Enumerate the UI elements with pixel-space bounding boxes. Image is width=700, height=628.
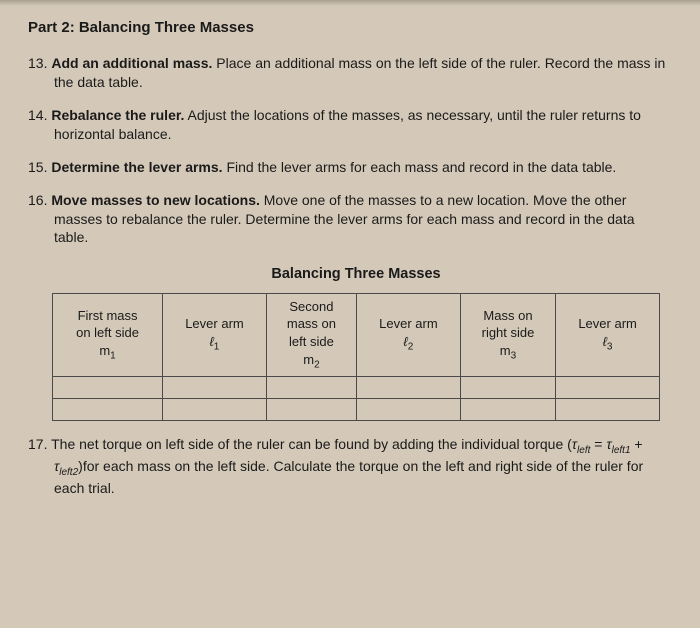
h: on left side	[76, 325, 139, 340]
h: mass on	[287, 316, 336, 331]
plus: +	[631, 436, 643, 452]
step-bold: Move masses to new locations.	[51, 192, 260, 208]
table-header-row: First mass on left side m1 Lever arm ℓ1 …	[53, 293, 660, 376]
page-shadow	[0, 0, 700, 6]
h: right side	[482, 325, 535, 340]
col-second-mass: Second mass on left side m2	[266, 293, 356, 376]
step-bold: Determine the lever arms.	[51, 159, 222, 175]
h: 2	[408, 342, 414, 353]
h: left side	[289, 334, 334, 349]
col-lever-2: Lever arm ℓ2	[357, 293, 461, 376]
step-num: 15.	[28, 159, 47, 175]
step-num: 16.	[28, 192, 47, 208]
h: Lever arm	[379, 316, 438, 331]
step-13: 13. Add an additional mass. Place an add…	[28, 54, 672, 92]
step-num: 14.	[28, 107, 47, 123]
step-14: 14. Rebalance the ruler. Adjust the loca…	[28, 106, 672, 144]
col-lever-3: Lever arm ℓ3	[556, 293, 660, 376]
col-first-mass: First mass on left side m1	[53, 293, 163, 376]
sub: left1	[612, 444, 631, 455]
h: 1	[214, 342, 220, 353]
step-15: 15. Determine the lever arms. Find the l…	[28, 158, 672, 177]
h: Lever arm	[578, 316, 637, 331]
balancing-table: Balancing Three Masses First mass on lef…	[52, 261, 660, 420]
step-rest: Find the lever arms for each mass and re…	[223, 159, 617, 175]
step-17: 17. The net torque on left side of the r…	[28, 435, 672, 498]
sub: left	[577, 444, 590, 455]
part-title: Part 2: Balancing Three Masses	[28, 18, 672, 38]
table-row	[53, 376, 660, 398]
h: m	[99, 343, 110, 358]
step-bold: Add an additional mass.	[51, 55, 212, 71]
table-row	[53, 398, 660, 420]
h: First mass	[78, 308, 138, 323]
h: Mass on	[483, 308, 532, 323]
step-num: 13.	[28, 55, 47, 71]
step-num: 17.	[28, 436, 47, 452]
h: Lever arm	[185, 316, 244, 331]
h: 3	[607, 342, 613, 353]
col-lever-1: Lever arm ℓ1	[163, 293, 267, 376]
step-bold: Rebalance the ruler.	[51, 107, 184, 123]
h: Second	[289, 299, 333, 314]
step-16: 16. Move masses to new locations. Move o…	[28, 191, 672, 248]
step-rest-post: )for each mass on the left side. Calcula…	[54, 458, 643, 496]
h: 3	[511, 350, 517, 361]
col-mass-right: Mass on right side m3	[460, 293, 555, 376]
h: m	[303, 352, 314, 367]
step-rest-pre: The net torque on left side of the ruler…	[51, 436, 572, 452]
eq: =	[590, 436, 606, 452]
h: 2	[314, 359, 320, 370]
sub: left2	[59, 467, 78, 478]
data-table-wrap: Balancing Three Masses First mass on lef…	[52, 261, 660, 420]
h: 1	[110, 350, 116, 361]
h: m	[500, 343, 511, 358]
table-title: Balancing Three Masses	[53, 261, 660, 293]
